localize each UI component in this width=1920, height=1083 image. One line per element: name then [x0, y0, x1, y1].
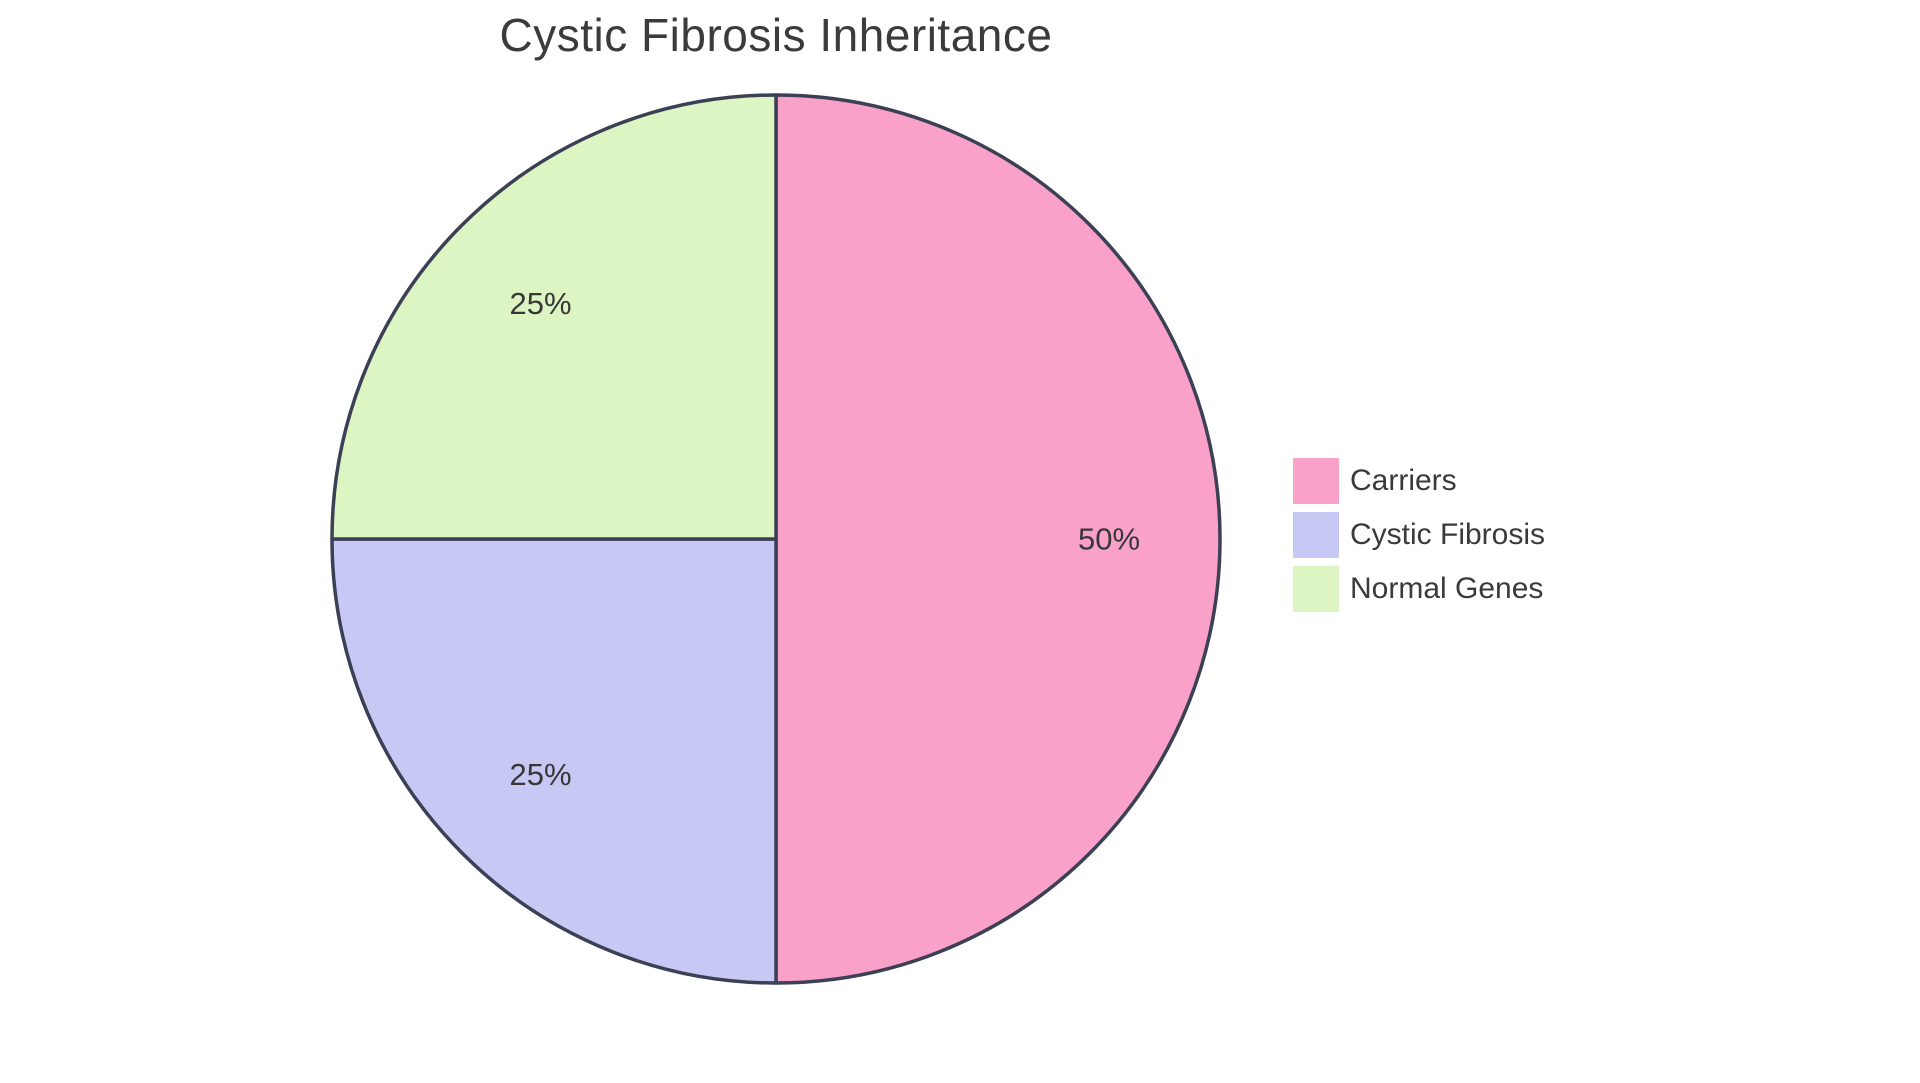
- legend-label-normal-genes: Normal Genes: [1350, 572, 1544, 605]
- legend-item-cystic-fibrosis[interactable]: Cystic Fibrosis: [1293, 512, 1545, 558]
- pie-slice-carriers[interactable]: [774, 93, 1222, 985]
- legend-item-normal-genes[interactable]: Normal Genes: [1293, 566, 1545, 612]
- pie-slice-normal-genes[interactable]: [330, 93, 778, 541]
- legend-swatch-normal-genes: [1293, 566, 1339, 612]
- pie-percent-label-normal-genes: 25%: [509, 286, 571, 321]
- legend-item-carriers[interactable]: Carriers: [1293, 458, 1545, 504]
- legend-swatch-carriers: [1293, 458, 1339, 504]
- pie-chart: 50% 25% 25%: [330, 93, 1222, 985]
- pie-percent-label-cystic-fibrosis: 25%: [509, 757, 571, 792]
- legend-label-cystic-fibrosis: Cystic Fibrosis: [1350, 518, 1546, 551]
- chart-title: Cystic Fibrosis Inheritance: [499, 9, 1053, 61]
- pie-percent-label-carriers: 50%: [1078, 522, 1140, 557]
- pie-slice-cystic-fibrosis[interactable]: [330, 537, 778, 985]
- legend: Carriers Cystic Fibrosis Normal Genes: [1293, 458, 1545, 620]
- legend-swatch-cystic-fibrosis: [1293, 512, 1339, 558]
- legend-label-carriers: Carriers: [1350, 464, 1457, 497]
